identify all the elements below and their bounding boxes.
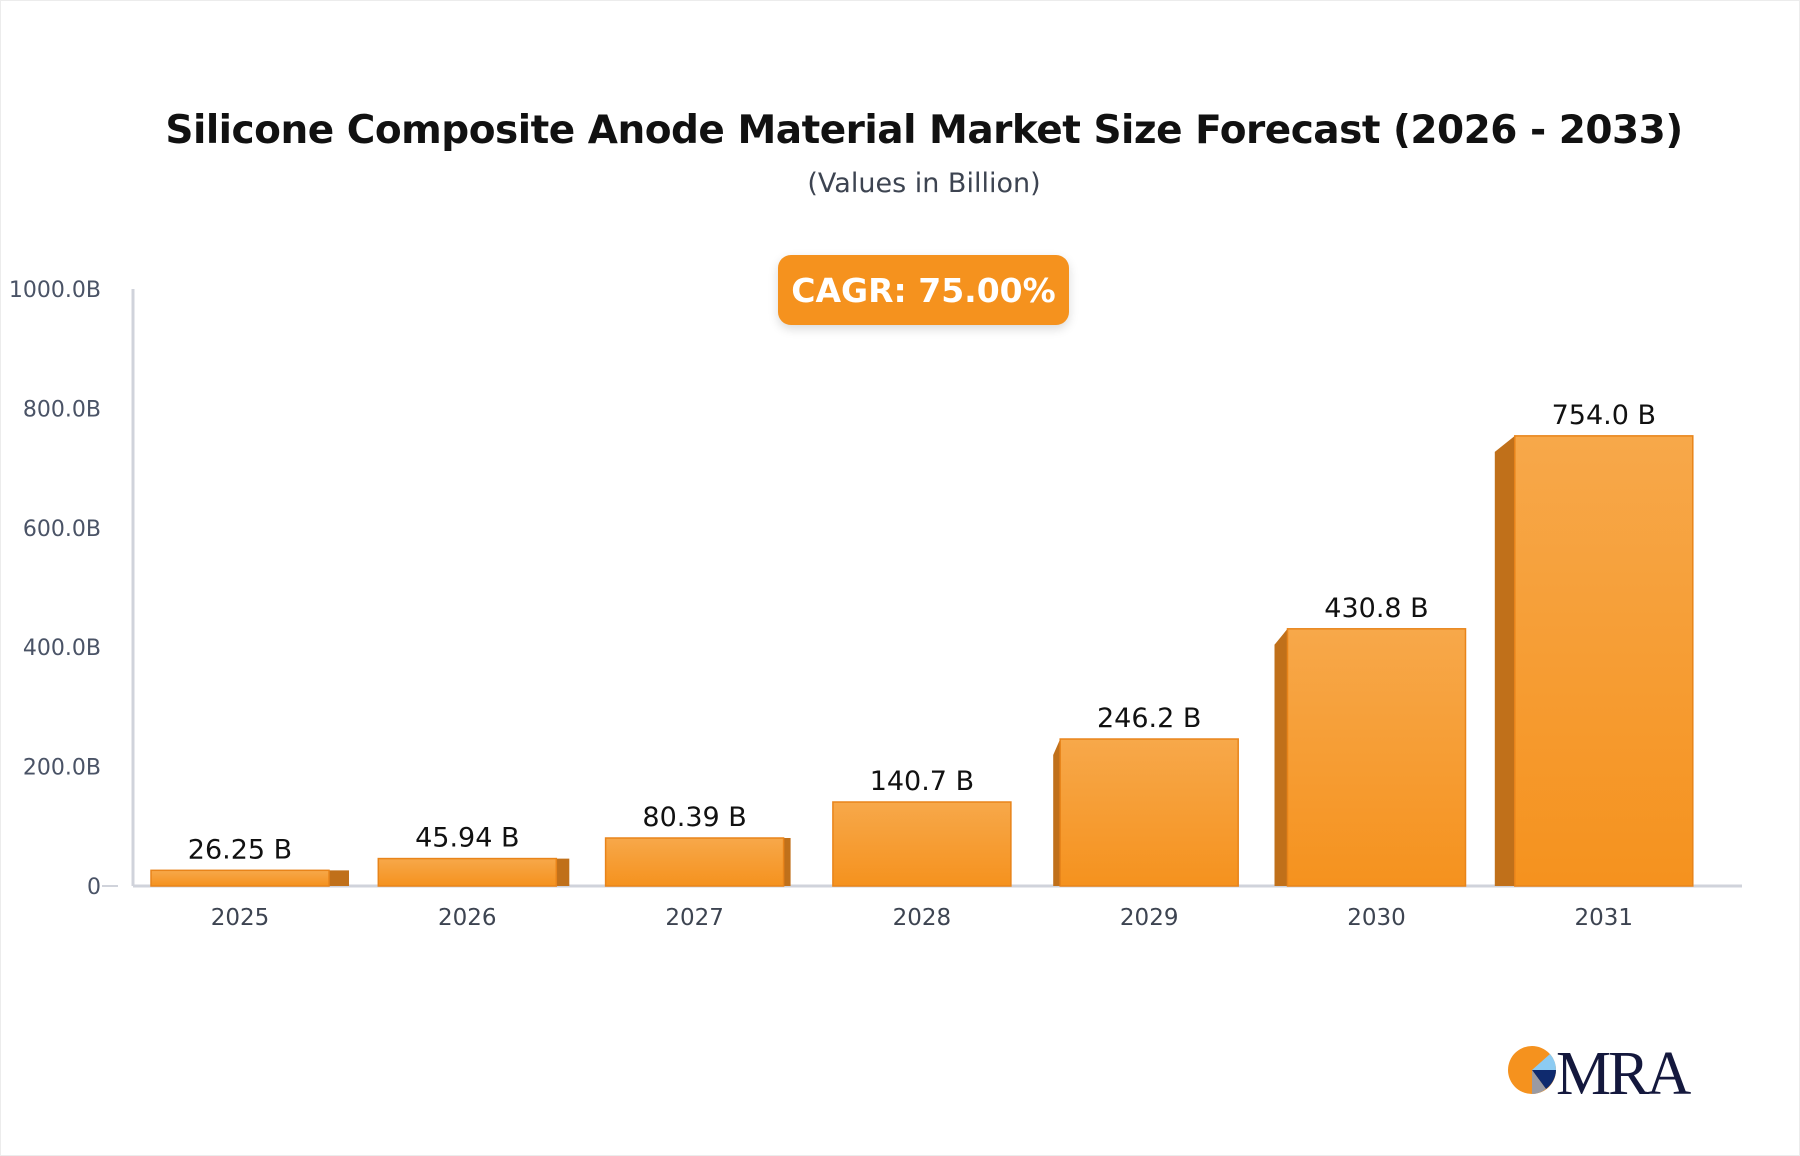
x-tick-label: 2029: [1120, 905, 1179, 931]
y-tick-label: 1000.0B: [9, 278, 101, 303]
data-label-2031: 754.0 B: [1552, 400, 1656, 431]
x-tick-label: 2030: [1347, 905, 1406, 931]
logo-text: MRA: [1556, 1040, 1691, 1100]
bar-2031: [1514, 435, 1694, 887]
bar-side-2025: [329, 870, 349, 886]
chart-subtitle: (Values in Billion): [807, 168, 1041, 199]
cagr-badge: CAGR: 75.00%: [778, 255, 1069, 325]
mra-logo: MRA: [1508, 1040, 1694, 1100]
x-tick-label: 2025: [211, 905, 270, 931]
logo-pie-lightblue: [1532, 1054, 1557, 1070]
bar-2026: [377, 857, 558, 887]
data-label-2026: 45.94 B: [415, 823, 519, 854]
y-tick-label: 200.0B: [23, 756, 101, 781]
data-label-2027: 80.39 B: [642, 802, 746, 833]
data-label-2025: 26.25 B: [188, 834, 292, 865]
bar-side-2031: [1494, 435, 1515, 886]
x-tick-label: 2026: [438, 905, 497, 931]
bar-side-2029: [1053, 739, 1061, 886]
y-tick-label: 400.0B: [23, 636, 101, 661]
data-label-2028: 140.7 B: [870, 766, 974, 797]
bar-side-2030: [1274, 628, 1288, 886]
x-tick-label: 2028: [893, 905, 952, 931]
chart-title: Silicone Composite Anode Material Market…: [165, 108, 1683, 153]
bar-2027: [604, 837, 785, 887]
y-tick-label: 600.0B: [23, 517, 101, 542]
data-label-2030: 430.8 B: [1324, 593, 1428, 624]
x-tick-label: 2027: [665, 905, 724, 931]
bar-side-2026: [556, 858, 570, 886]
logo-pie-gray: [1532, 1070, 1546, 1094]
x-tick-label: 2031: [1575, 905, 1634, 931]
data-label-2029: 246.2 B: [1097, 703, 1201, 734]
logo-pie-navy: [1532, 1070, 1556, 1089]
y-tick-label: 800.0B: [23, 397, 101, 422]
bar-2028: [832, 801, 1012, 887]
bar-2029: [1059, 738, 1239, 887]
bar-2025: [150, 869, 330, 887]
y-tick-label: 0: [87, 875, 101, 900]
bar-2030: [1286, 628, 1467, 887]
bar-side-2027: [783, 838, 791, 886]
